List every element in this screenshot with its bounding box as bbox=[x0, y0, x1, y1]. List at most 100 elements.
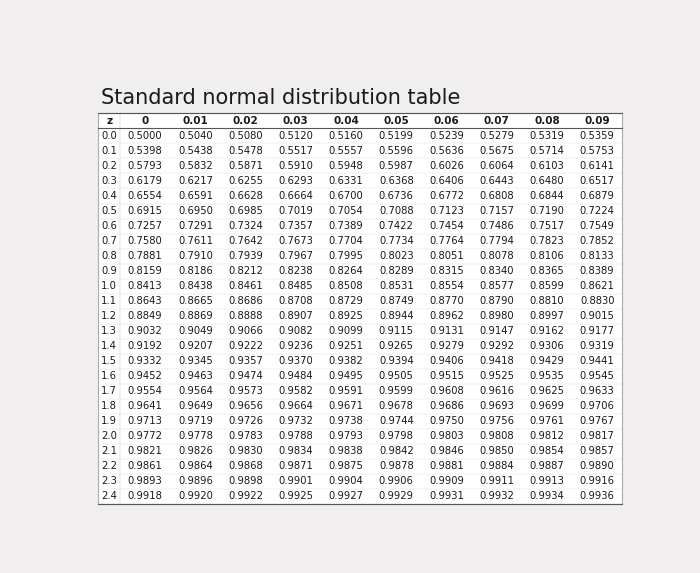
Text: 1.7: 1.7 bbox=[102, 386, 117, 396]
Text: 0.9032: 0.9032 bbox=[128, 326, 162, 336]
Text: 0.9884: 0.9884 bbox=[480, 461, 514, 471]
Text: 0.8212: 0.8212 bbox=[228, 266, 263, 276]
Text: 0.7611: 0.7611 bbox=[178, 236, 213, 246]
Text: 0.5438: 0.5438 bbox=[178, 146, 213, 156]
Text: 0.5871: 0.5871 bbox=[228, 161, 263, 171]
Text: 0.9772: 0.9772 bbox=[127, 431, 162, 441]
Text: 0.5753: 0.5753 bbox=[580, 146, 615, 156]
Text: 0.6064: 0.6064 bbox=[480, 161, 514, 171]
Text: 0.9887: 0.9887 bbox=[529, 461, 564, 471]
Text: 0.9633: 0.9633 bbox=[580, 386, 615, 396]
Text: 0.8365: 0.8365 bbox=[529, 266, 564, 276]
Text: 0.5910: 0.5910 bbox=[279, 161, 314, 171]
Text: 0.9826: 0.9826 bbox=[178, 446, 213, 456]
Text: 0.5239: 0.5239 bbox=[429, 131, 464, 141]
Text: 0.8023: 0.8023 bbox=[379, 251, 414, 261]
Text: 0.8962: 0.8962 bbox=[429, 311, 464, 321]
Text: 0.8944: 0.8944 bbox=[379, 311, 414, 321]
Text: 0.7123: 0.7123 bbox=[429, 206, 464, 216]
Text: 0.9906: 0.9906 bbox=[379, 476, 414, 486]
Text: 2.0: 2.0 bbox=[102, 431, 117, 441]
Text: 0.8106: 0.8106 bbox=[529, 251, 564, 261]
Text: 0.9573: 0.9573 bbox=[228, 386, 263, 396]
Text: 1.2: 1.2 bbox=[102, 311, 117, 321]
Text: 0.5319: 0.5319 bbox=[529, 131, 564, 141]
Text: 0.5987: 0.5987 bbox=[379, 161, 414, 171]
Text: 1.5: 1.5 bbox=[102, 356, 117, 366]
Text: 0.9222: 0.9222 bbox=[228, 341, 263, 351]
Text: 0.9535: 0.9535 bbox=[529, 371, 564, 381]
Text: 0.9279: 0.9279 bbox=[429, 341, 464, 351]
Text: 0.9115: 0.9115 bbox=[379, 326, 414, 336]
Text: 0.9808: 0.9808 bbox=[480, 431, 514, 441]
Text: 0.9495: 0.9495 bbox=[328, 371, 363, 381]
Text: 0.8264: 0.8264 bbox=[329, 266, 363, 276]
Text: 0.8708: 0.8708 bbox=[279, 296, 313, 306]
Text: 0.5517: 0.5517 bbox=[279, 146, 314, 156]
Text: 0.9066: 0.9066 bbox=[228, 326, 263, 336]
Text: 0.9664: 0.9664 bbox=[279, 401, 314, 411]
Text: 0.7995: 0.7995 bbox=[328, 251, 363, 261]
Text: 0.9545: 0.9545 bbox=[580, 371, 615, 381]
Text: 0.9616: 0.9616 bbox=[480, 386, 514, 396]
Text: 0.6844: 0.6844 bbox=[530, 191, 564, 201]
Text: 0.6217: 0.6217 bbox=[178, 176, 213, 186]
Text: 0.9382: 0.9382 bbox=[329, 356, 363, 366]
Text: 0.9049: 0.9049 bbox=[178, 326, 213, 336]
Text: 0.5: 0.5 bbox=[102, 206, 117, 216]
Text: 0.9394: 0.9394 bbox=[379, 356, 414, 366]
Text: 0.9463: 0.9463 bbox=[178, 371, 213, 381]
Text: 0.7291: 0.7291 bbox=[178, 221, 213, 231]
Text: 0.8599: 0.8599 bbox=[529, 281, 564, 291]
Text: 0.7881: 0.7881 bbox=[128, 251, 162, 261]
Text: 0.9332: 0.9332 bbox=[128, 356, 162, 366]
Text: 0.7054: 0.7054 bbox=[329, 206, 363, 216]
Text: 0.9936: 0.9936 bbox=[580, 491, 615, 501]
Text: 0.7852: 0.7852 bbox=[580, 236, 615, 246]
Text: 0.8389: 0.8389 bbox=[580, 266, 615, 276]
Text: 0.9922: 0.9922 bbox=[228, 491, 263, 501]
Text: 0.9525: 0.9525 bbox=[480, 371, 514, 381]
Text: 1.6: 1.6 bbox=[102, 371, 117, 381]
Text: 0.5359: 0.5359 bbox=[580, 131, 615, 141]
Text: 0.9345: 0.9345 bbox=[178, 356, 213, 366]
Text: 0.1: 0.1 bbox=[102, 146, 117, 156]
Text: 0.9909: 0.9909 bbox=[429, 476, 464, 486]
Text: 0.9625: 0.9625 bbox=[529, 386, 564, 396]
Text: 0.9015: 0.9015 bbox=[580, 311, 615, 321]
Text: 0.6368: 0.6368 bbox=[379, 176, 414, 186]
Text: 0.9265: 0.9265 bbox=[379, 341, 414, 351]
Text: 0.9719: 0.9719 bbox=[178, 416, 213, 426]
Text: 0.9778: 0.9778 bbox=[178, 431, 213, 441]
Text: 0.5832: 0.5832 bbox=[178, 161, 213, 171]
Text: 0.5636: 0.5636 bbox=[429, 146, 464, 156]
Text: 0.9474: 0.9474 bbox=[228, 371, 263, 381]
Text: 0.6591: 0.6591 bbox=[178, 191, 213, 201]
Text: 0.7190: 0.7190 bbox=[529, 206, 564, 216]
Text: 0.09: 0.09 bbox=[584, 116, 610, 126]
Text: 0.6331: 0.6331 bbox=[329, 176, 363, 186]
Text: 0.01: 0.01 bbox=[183, 116, 209, 126]
Text: 0.9861: 0.9861 bbox=[127, 461, 162, 471]
Text: 0.7357: 0.7357 bbox=[279, 221, 314, 231]
Text: 0.9207: 0.9207 bbox=[178, 341, 213, 351]
Text: 0.9761: 0.9761 bbox=[529, 416, 564, 426]
Text: 0.06: 0.06 bbox=[433, 116, 459, 126]
Text: 0.9916: 0.9916 bbox=[580, 476, 615, 486]
Text: 0.6103: 0.6103 bbox=[529, 161, 564, 171]
Text: 0.5080: 0.5080 bbox=[228, 131, 263, 141]
Bar bbox=[98, 113, 622, 504]
Text: 0.9767: 0.9767 bbox=[580, 416, 615, 426]
Text: 0.8849: 0.8849 bbox=[128, 311, 162, 321]
Text: 0.7580: 0.7580 bbox=[128, 236, 162, 246]
Text: 0.08: 0.08 bbox=[534, 116, 560, 126]
Text: 0.5557: 0.5557 bbox=[328, 146, 363, 156]
Text: 0.8289: 0.8289 bbox=[379, 266, 414, 276]
Text: 0.8869: 0.8869 bbox=[178, 311, 213, 321]
Text: 0.6480: 0.6480 bbox=[530, 176, 564, 186]
Text: 2.2: 2.2 bbox=[102, 461, 117, 471]
Text: 1.1: 1.1 bbox=[102, 296, 117, 306]
Text: 0.7910: 0.7910 bbox=[178, 251, 213, 261]
Text: 0.9131: 0.9131 bbox=[429, 326, 464, 336]
Text: 0.9838: 0.9838 bbox=[329, 446, 363, 456]
